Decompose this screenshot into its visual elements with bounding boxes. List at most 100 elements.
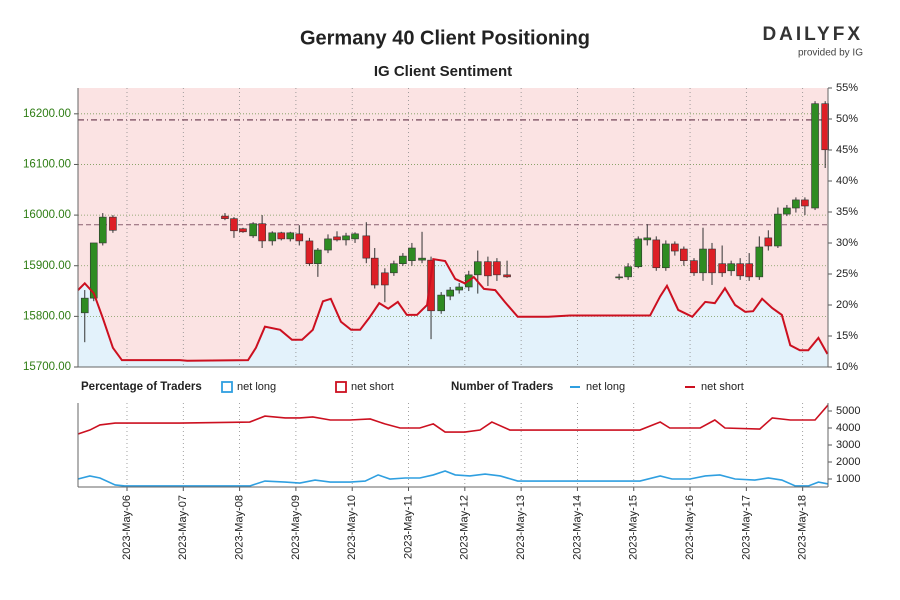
brand-logo: DAILYFX	[762, 24, 863, 45]
y-tick-label: 15900.00	[23, 260, 71, 272]
candle-body	[774, 213, 782, 247]
chart-title: Germany 40 Client Positioning	[300, 27, 590, 49]
x-tick-label: 2023-May-15	[628, 495, 640, 560]
candle-body	[333, 236, 341, 241]
candle-body	[503, 274, 511, 278]
legend-label: net short	[351, 381, 394, 393]
y2-tick-label: 4000	[836, 422, 860, 434]
candle-body	[362, 235, 371, 259]
candle-body	[427, 259, 435, 312]
candle-body	[370, 257, 379, 286]
candle-body	[727, 263, 735, 272]
candle-body	[381, 272, 389, 286]
candle-body	[324, 238, 332, 251]
candle-body	[268, 232, 277, 242]
y-tick-label: 16200.00	[23, 108, 71, 120]
x-tick-label: 2023-May-16	[684, 495, 696, 560]
y2-tick-label: 35%	[836, 206, 858, 218]
x-tick-label: 2023-May-14	[571, 495, 583, 560]
x-tick-label: 2023-May-08	[234, 495, 246, 560]
candle-body	[239, 228, 247, 233]
candle-body	[249, 223, 257, 237]
candle-body	[699, 248, 707, 274]
candle-body	[624, 266, 632, 278]
x-tick-label: 2023-May-10	[346, 495, 358, 560]
candle-body	[295, 233, 304, 242]
candle-body	[493, 261, 501, 276]
candle-body	[305, 240, 314, 265]
candle-body	[643, 237, 652, 241]
candle-body	[230, 218, 238, 232]
y-tick-label: 15700.00	[23, 361, 71, 373]
sentiment-line	[77, 257, 829, 362]
candle-body	[792, 199, 800, 209]
x-tick-label: 2023-May-12	[459, 495, 471, 560]
candle-body	[745, 263, 753, 278]
candle-body	[286, 232, 295, 240]
candle-body	[652, 239, 661, 269]
candle-body	[455, 286, 463, 291]
candle-body	[680, 248, 688, 261]
y2-tick-label: 20%	[836, 299, 858, 311]
trader-count-line	[77, 470, 829, 487]
legend-swatch	[221, 381, 233, 393]
candle-body	[484, 261, 492, 277]
candle-body	[314, 249, 322, 265]
chart-subtitle: IG Client Sentiment	[374, 63, 512, 80]
x-tick-label: 2023-May-13	[515, 495, 527, 560]
trader-count-line	[77, 404, 829, 435]
y2-tick-label: 40%	[836, 175, 858, 187]
candle-body	[634, 238, 643, 268]
candle-body	[615, 276, 623, 279]
candle-body	[764, 237, 773, 247]
candle-body	[390, 263, 398, 274]
candle-body	[821, 103, 829, 151]
y2-tick-label: 50%	[836, 113, 858, 125]
candle-body	[811, 103, 819, 209]
legend-swatch	[335, 381, 347, 393]
candle-body	[408, 247, 416, 261]
x-tick-label: 2023-May-06	[121, 495, 133, 560]
y2-tick-label: 15%	[836, 330, 858, 342]
x-tick-label: 2023-May-09	[290, 495, 302, 560]
candle-body	[662, 243, 670, 269]
candle-body	[446, 289, 454, 297]
candle-body	[399, 255, 407, 265]
y2-tick-label: 45%	[836, 144, 858, 156]
candle-body	[671, 243, 679, 252]
y2-tick-label: 55%	[836, 82, 858, 94]
y2-tick-label: 1000	[836, 473, 860, 485]
candle-body	[708, 248, 716, 274]
x-tick-label: 2023-May-07	[177, 495, 189, 560]
legend-label: net short	[701, 381, 744, 393]
candle-body	[277, 232, 286, 240]
candle-body	[736, 263, 744, 277]
candle-body	[351, 233, 359, 240]
candle-body	[221, 215, 229, 219]
candle-body	[109, 216, 117, 231]
y2-tick-label: 5000	[836, 405, 860, 417]
candle-body	[258, 223, 266, 242]
candle-body	[98, 216, 107, 244]
candle-body	[89, 242, 98, 299]
y2-tick-label: 3000	[836, 439, 860, 451]
candle-body	[437, 294, 445, 312]
legend-title: Percentage of Traders	[81, 381, 202, 393]
candle-body	[801, 199, 809, 207]
candle-body	[718, 263, 726, 274]
legend-label: net long	[237, 381, 276, 393]
y2-tick-label: 2000	[836, 456, 860, 468]
candle-body	[690, 260, 698, 274]
brand-note: provided by IG	[798, 48, 863, 59]
candle-body	[473, 261, 482, 276]
candle-body	[80, 297, 89, 314]
candle-body	[783, 207, 791, 215]
y2-tick-label: 10%	[836, 361, 858, 373]
x-tick-label: 2023-May-17	[740, 495, 752, 560]
x-tick-label: 2023-May-18	[797, 495, 809, 560]
y2-tick-label: 25%	[836, 268, 858, 280]
y2-tick-label: 30%	[836, 237, 858, 249]
y-tick-label: 16000.00	[23, 209, 71, 221]
legend-title: Number of Traders	[451, 381, 553, 393]
